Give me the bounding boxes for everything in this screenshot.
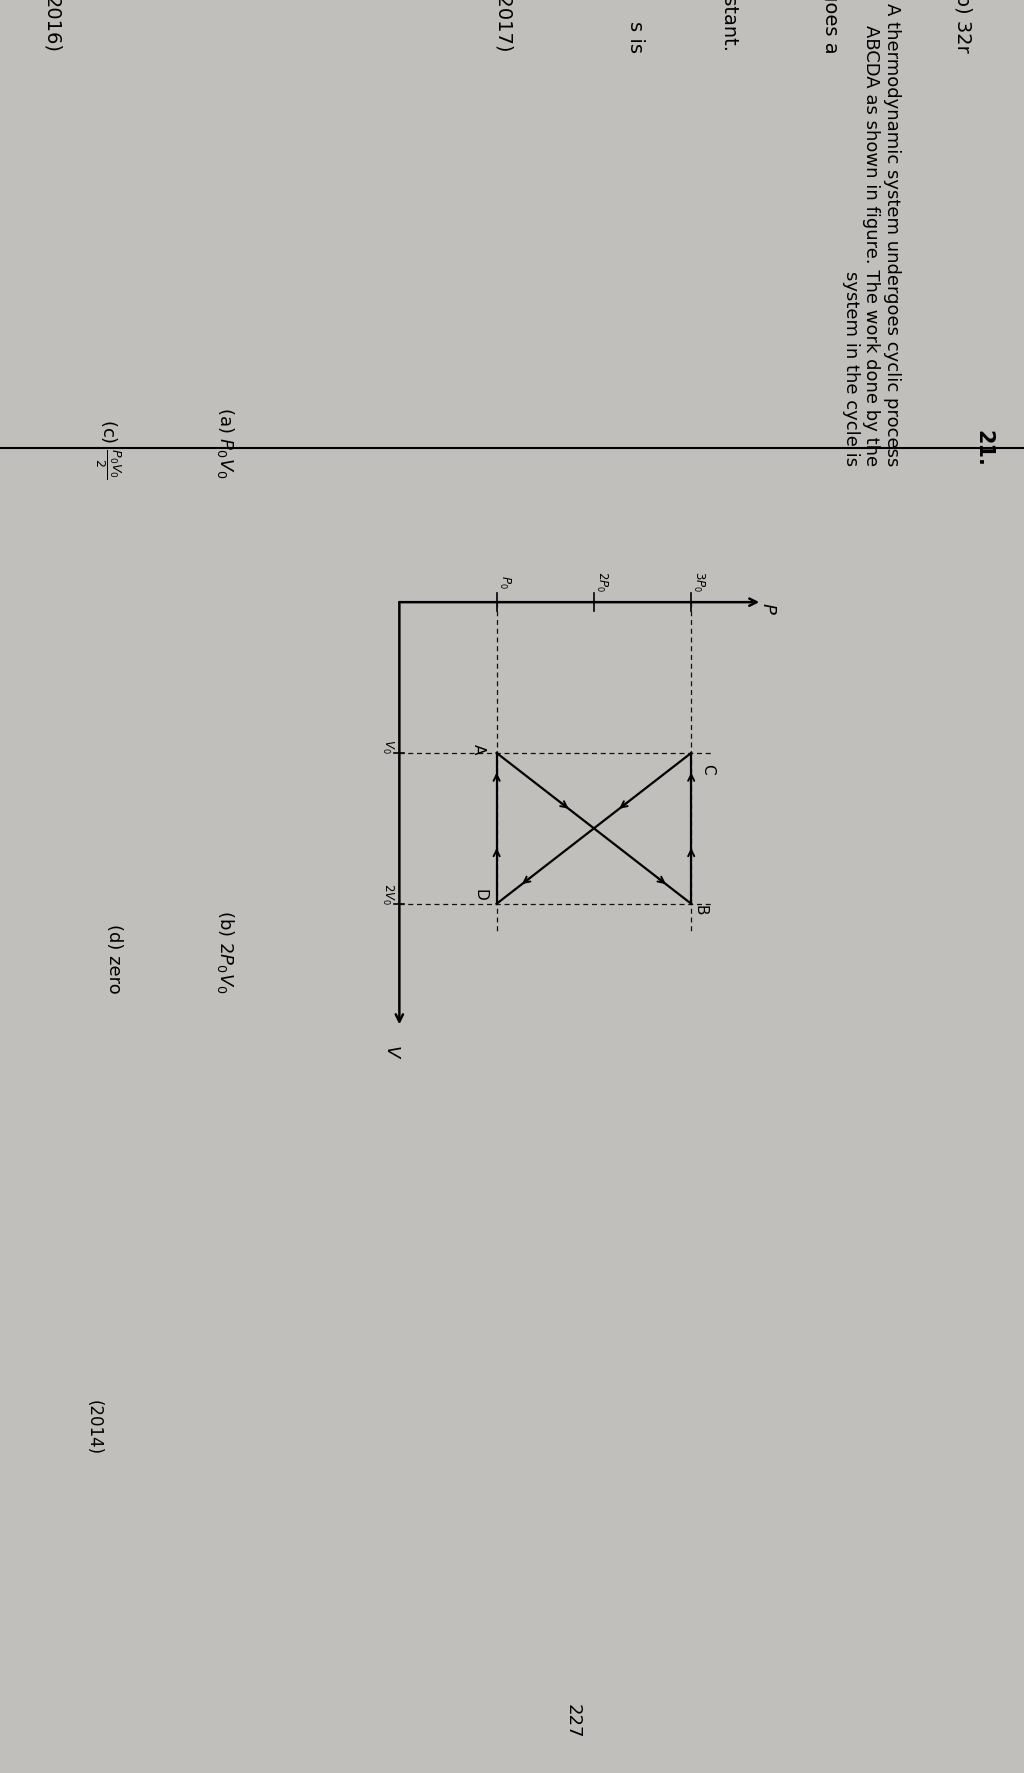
- Text: $V_0$: $V_0$: [380, 739, 394, 754]
- Text: goes a: goes a: [820, 0, 840, 53]
- Text: 2016): 2016): [42, 0, 61, 53]
- Text: 21.: 21.: [973, 429, 993, 466]
- Text: (2017): (2017): [493, 0, 512, 53]
- Text: $P_0$: $P_0$: [497, 574, 512, 589]
- Text: (a) $P_0V_0$: (a) $P_0V_0$: [214, 408, 236, 479]
- Text: D: D: [472, 888, 487, 901]
- Text: $2V_0$: $2V_0$: [380, 883, 394, 904]
- Text: (d) zero: (d) zero: [104, 924, 123, 993]
- Text: P: P: [759, 603, 776, 613]
- Text: $2P_0$: $2P_0$: [594, 571, 609, 592]
- Text: A: A: [471, 743, 485, 754]
- Text: $3P_0$: $3P_0$: [691, 571, 707, 592]
- Text: (2014): (2014): [84, 1399, 102, 1454]
- Text: (b) $2P_0V_0$: (b) $2P_0V_0$: [214, 910, 236, 993]
- Text: (c) $\frac{P_0V_0}{2}$: (c) $\frac{P_0V_0}{2}$: [93, 418, 123, 479]
- Text: C: C: [700, 762, 716, 773]
- Text: B: B: [693, 904, 708, 915]
- Text: 227: 227: [563, 1702, 582, 1738]
- Text: (a) 64P  (b) 32r: (a) 64P (b) 32r: [953, 0, 973, 53]
- Text: A thermodynamic system undergoes cyclic process
ABCDA as shown in figure. The wo: A thermodynamic system undergoes cyclic …: [842, 4, 901, 466]
- Text: nstant.: nstant.: [718, 0, 737, 53]
- Text: s is: s is: [626, 21, 645, 53]
- Text: V: V: [381, 1046, 399, 1057]
